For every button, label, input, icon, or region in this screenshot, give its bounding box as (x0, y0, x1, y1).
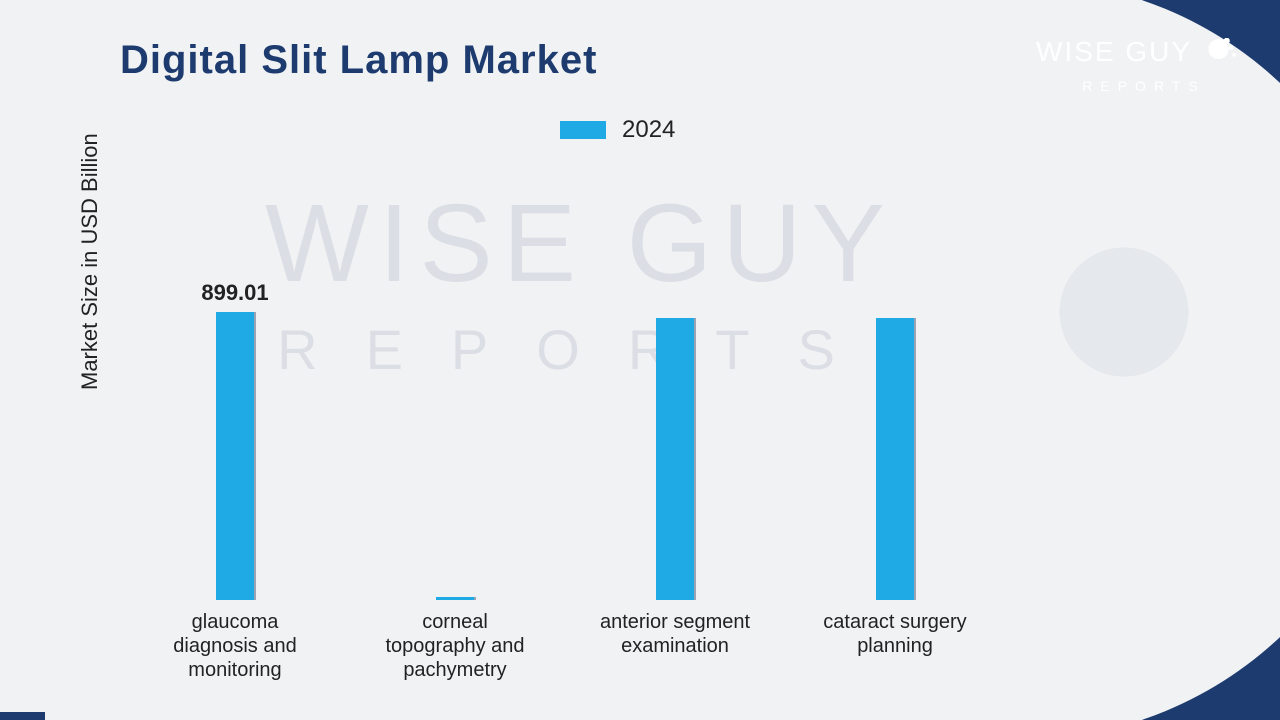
bar-shadow (254, 312, 256, 600)
legend-swatch (560, 121, 606, 139)
bar-category-label: corneal topography and pachymetry (370, 610, 540, 682)
bar-group: cataract surgery planning (810, 280, 980, 600)
chart-title: Digital Slit Lamp Market (120, 38, 597, 83)
brand-name-line1: WISE GUY (1036, 36, 1192, 68)
bar-shadow (694, 318, 696, 600)
plot-area: 899.01glaucoma diagnosis and monitoring c… (150, 280, 1020, 600)
bar-value: 899.01 (150, 280, 320, 306)
bar (656, 318, 694, 600)
brain-head-icon (1196, 24, 1252, 80)
bar-group: 899.01glaucoma diagnosis and monitoring (150, 280, 320, 600)
brand-logo: WISE GUY REPORTS (1036, 24, 1252, 94)
legend-label: 2024 (622, 116, 675, 144)
decorative-footer-bar (0, 712, 45, 720)
bar-group: anterior segment examination (590, 280, 760, 600)
bar (436, 597, 474, 600)
bar-category-label: cataract surgery planning (810, 610, 980, 658)
report-canvas: Digital Slit Lamp Market WISE GUY REPORT… (0, 0, 1280, 720)
chart-legend: 2024 (560, 116, 675, 144)
bar-category-label: glaucoma diagnosis and monitoring (150, 610, 320, 682)
bar-chart: Market Size in USD Billion 899.01glaucom… (60, 140, 1040, 680)
bar-shadow (914, 318, 916, 600)
bar-category-label: anterior segment examination (590, 610, 760, 658)
y-axis-label: Market Size in USD Billion (77, 133, 103, 390)
bar-group: corneal topography and pachymetry (370, 280, 540, 600)
bar (876, 318, 914, 600)
brand-name-line2: REPORTS (1036, 78, 1252, 94)
bar-shadow (474, 597, 476, 600)
bar (216, 312, 254, 600)
